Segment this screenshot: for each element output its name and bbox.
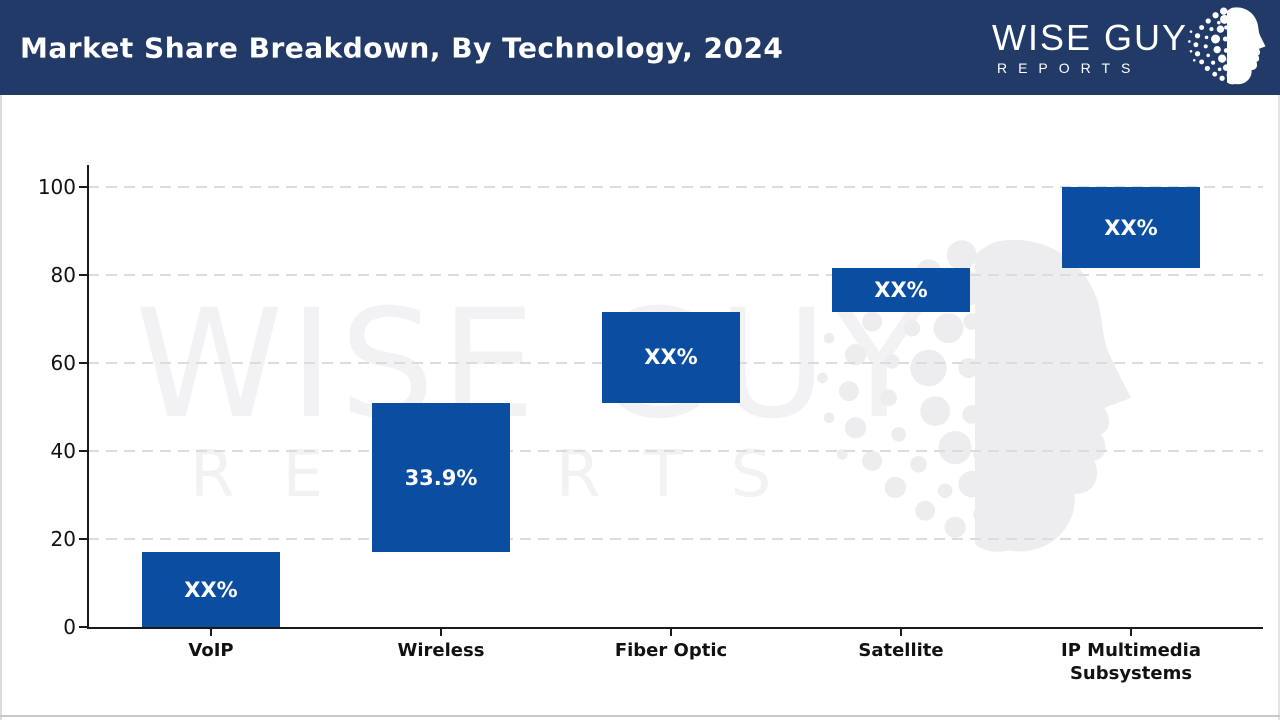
x-category-label-1: Wireless (397, 640, 485, 661)
y-tick-label-100: 100 (37, 175, 76, 199)
y-tick-label-20: 20 (50, 527, 76, 551)
y-tick-label-60: 60 (50, 351, 76, 375)
wise-guy-reports-logo: WISE GUY REPORTS (992, 3, 1270, 93)
logo-text-reports: REPORTS (996, 59, 1142, 76)
header-banner: Market Share Breakdown, By Technology, 2… (0, 0, 1280, 95)
logo-text: WISE GUY REPORTS (991, 16, 1188, 76)
bar-voip: XX% (142, 552, 280, 627)
chart-title: Market Share Breakdown, By Technology, 2… (20, 31, 784, 64)
gridline-y-80 (88, 274, 1263, 276)
bar-value-label: 33.9% (404, 465, 478, 490)
y-tick-label-80: 80 (50, 263, 76, 287)
x-tick-mark-0 (210, 629, 212, 636)
bar-value-label: XX% (1104, 215, 1158, 240)
gridline-y-20 (88, 538, 1263, 540)
frame-edge-bottom (0, 715, 1280, 717)
bar-value-label: XX% (874, 278, 928, 303)
gridline-y-40 (88, 450, 1263, 452)
bar-satellite: XX% (832, 268, 970, 313)
x-category-label-4: IP Multimedia Subsystems (1061, 640, 1201, 684)
y-tick-mark-60 (79, 362, 87, 364)
logo-text-wise-guy: WISE GUY (991, 16, 1188, 58)
frame-edge-left (0, 95, 2, 720)
bar-wireless: 33.9% (372, 403, 510, 553)
y-tick-mark-20 (79, 538, 87, 540)
x-category-label-2: Fiber Optic (614, 640, 728, 661)
y-tick-label-40: 40 (50, 439, 76, 463)
y-tick-mark-80 (79, 274, 87, 276)
frame-edge-right (1278, 95, 1280, 720)
x-axis-line (87, 627, 1263, 629)
x-tick-mark-3 (900, 629, 902, 636)
x-category-label-0: VoIP (188, 640, 234, 661)
x-tick-mark-2 (670, 629, 672, 636)
bar-value-label: XX% (184, 577, 238, 602)
bar-fiber-optic: XX% (602, 312, 740, 403)
gridline-y-100 (88, 186, 1263, 188)
y-tick-label-0: 0 (63, 615, 76, 639)
x-tick-mark-4 (1130, 629, 1132, 636)
y-tick-mark-100 (79, 186, 87, 188)
y-tick-mark-0 (79, 626, 87, 628)
bar-value-label: XX% (644, 345, 698, 370)
x-tick-mark-1 (440, 629, 442, 636)
x-category-label-3: Satellite (858, 640, 944, 661)
y-tick-mark-40 (79, 450, 87, 452)
bar-ip-multimedia-subsystems: XX% (1062, 187, 1200, 269)
y-axis-line (87, 165, 89, 629)
